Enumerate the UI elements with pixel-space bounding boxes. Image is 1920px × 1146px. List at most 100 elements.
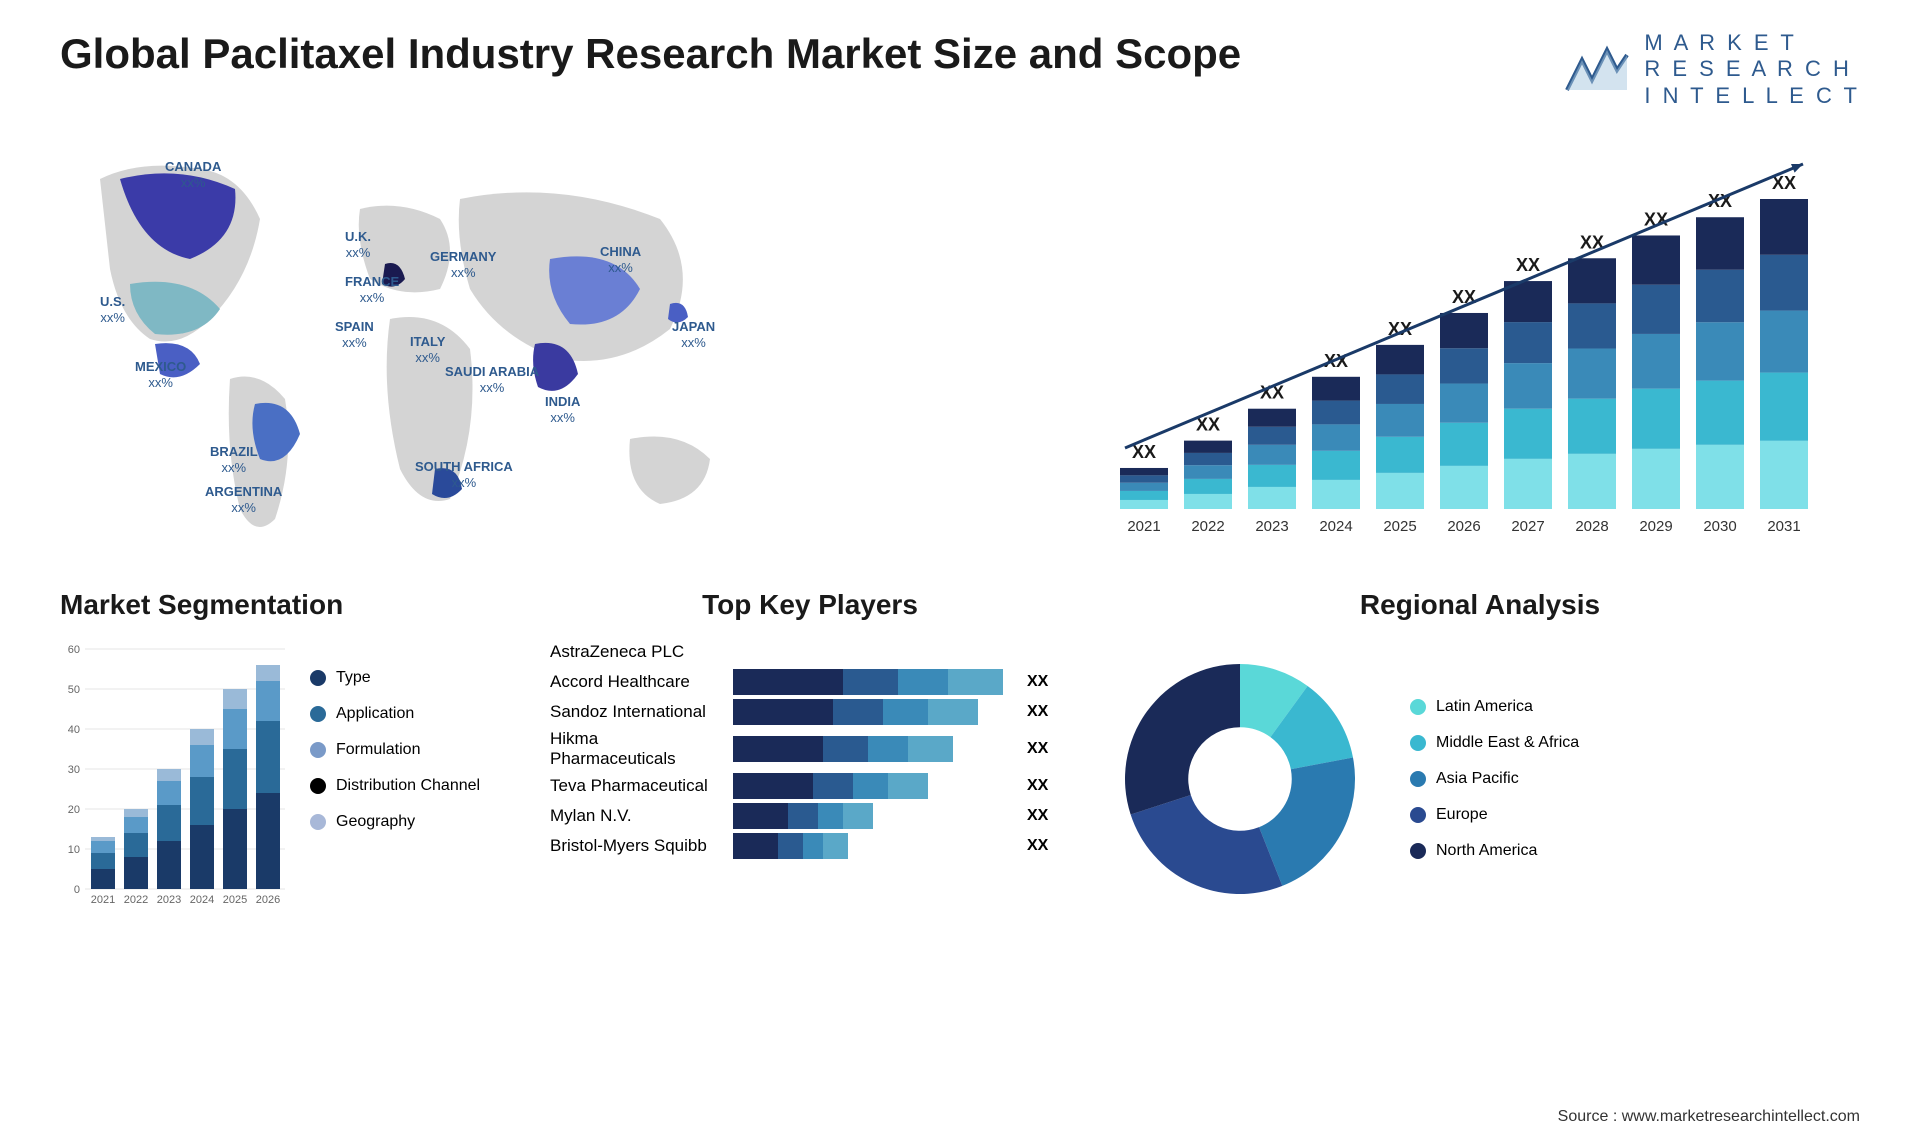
growth-bar-seg (1568, 454, 1616, 509)
growth-bar-seg (1632, 334, 1680, 389)
growth-bar-seg (1376, 437, 1424, 473)
map-label-argentina: ARGENTINAxx% (205, 484, 282, 515)
legend-label: Latin America (1436, 698, 1533, 716)
map-label-canada: CANADAxx% (165, 159, 221, 190)
growth-bar-seg (1568, 349, 1616, 399)
growth-bar-seg (1184, 453, 1232, 465)
growth-bar-seg (1440, 313, 1488, 348)
growth-bar-seg (1504, 409, 1552, 459)
growth-bar-seg (1376, 375, 1424, 405)
growth-bar-seg (1568, 258, 1616, 303)
regional-legend-item: Asia Pacific (1410, 770, 1579, 788)
player-name: AstraZeneca PLC (550, 642, 725, 662)
growth-year-label: 2028 (1575, 518, 1608, 535)
player-bar-seg (803, 833, 823, 859)
seg-year-label: 2024 (190, 894, 214, 906)
growth-bar-seg (1376, 473, 1424, 509)
legend-label: Geography (336, 813, 415, 831)
seg-bar-seg (157, 781, 181, 805)
growth-year-label: 2021 (1127, 518, 1160, 535)
seg-ytick: 0 (74, 884, 80, 896)
legend-dot-icon (1410, 807, 1426, 823)
growth-bar-seg (1568, 304, 1616, 349)
map-label-france: FRANCExx% (345, 274, 399, 305)
seg-bar-seg (157, 769, 181, 781)
segmentation-title: Market Segmentation (60, 589, 520, 621)
seg-ytick: 20 (68, 804, 80, 816)
regional-legend-item: North America (1410, 842, 1579, 860)
legend-label: Asia Pacific (1436, 770, 1519, 788)
growth-bar-seg (1184, 479, 1232, 494)
growth-bar-seg (1120, 500, 1168, 509)
seg-legend-item: Geography (310, 813, 480, 831)
player-bar (733, 699, 1013, 725)
player-bar-seg (818, 803, 843, 829)
growth-bar-seg (1696, 381, 1744, 445)
seg-ytick: 40 (68, 724, 80, 736)
player-row: Teva PharmaceuticalXX (550, 773, 1070, 799)
growth-year-label: 2025 (1383, 518, 1416, 535)
player-row: Sandoz InternationalXX (550, 699, 1070, 725)
map-label-us: U.S.xx% (100, 294, 125, 325)
map-label-germany: GERMANYxx% (430, 249, 496, 280)
map-label-mexico: MEXICOxx% (135, 359, 186, 390)
player-bar-seg (883, 699, 928, 725)
player-bar-seg (853, 773, 888, 799)
seg-bar-seg (223, 749, 247, 809)
growth-bar-seg (1376, 345, 1424, 375)
legend-dot-icon (1410, 735, 1426, 751)
growth-bar-seg (1440, 423, 1488, 466)
growth-svg: XX2021XX2022XX2023XX2024XX2025XX2026XX20… (1100, 139, 1860, 559)
logo-icon (1562, 40, 1632, 100)
player-bar-seg (823, 833, 848, 859)
seg-bar-seg (91, 869, 115, 889)
legend-label: North America (1436, 842, 1537, 860)
seg-year-label: 2025 (223, 894, 247, 906)
growth-bar-seg (1248, 409, 1296, 427)
growth-bar-seg (1760, 373, 1808, 441)
seg-bar-seg (256, 681, 280, 721)
player-row: Hikma PharmaceuticalsXX (550, 729, 1070, 769)
seg-bar-seg (124, 817, 148, 833)
growth-year-label: 2022 (1191, 518, 1224, 535)
seg-bar-seg (91, 837, 115, 841)
player-bar-seg (733, 803, 788, 829)
player-bar-seg (868, 736, 908, 762)
player-value: XX (1027, 703, 1048, 721)
logo-line2: R E S E A R C H (1644, 56, 1860, 82)
player-name: Mylan N.V. (550, 806, 725, 826)
growth-bar-label: XX (1516, 255, 1540, 275)
seg-bar-seg (223, 809, 247, 889)
seg-bar-seg (91, 841, 115, 853)
seg-ytick: 30 (68, 764, 80, 776)
regional-legend: Latin America Middle East & Africa Asia Pa… (1410, 698, 1579, 860)
player-row: AstraZeneca PLC (550, 639, 1070, 665)
player-bar-seg (733, 669, 843, 695)
player-name: Bristol-Myers Squibb (550, 836, 725, 856)
growth-bar-seg (1312, 401, 1360, 425)
seg-ytick: 50 (68, 684, 80, 696)
seg-year-label: 2021 (91, 894, 115, 906)
player-bar (733, 773, 1013, 799)
segmentation-panel: Market Segmentation 01020304050602021202… (60, 589, 520, 919)
player-value: XX (1027, 673, 1048, 691)
seg-bar-seg (157, 841, 181, 889)
growth-bar-seg (1184, 465, 1232, 479)
player-bar-seg (948, 669, 1003, 695)
players-list: AstraZeneca PLCAccord HealthcareXXSandoz… (550, 639, 1070, 859)
player-value: XX (1027, 740, 1048, 758)
player-row: Bristol-Myers SquibbXX (550, 833, 1070, 859)
world-map: CANADAxx%U.S.xx%MEXICOxx%BRAZILxx%ARGENT… (60, 139, 1060, 559)
player-bar-seg (843, 803, 873, 829)
seg-bar-seg (256, 665, 280, 681)
player-bar-seg (733, 736, 823, 762)
seg-bar-seg (124, 833, 148, 857)
legend-label: Distribution Channel (336, 777, 480, 795)
legend-label: Middle East & Africa (1436, 734, 1579, 752)
legend-dot-icon (310, 814, 326, 830)
seg-year-label: 2023 (157, 894, 181, 906)
seg-legend-item: Formulation (310, 741, 480, 759)
growth-bar-seg (1184, 494, 1232, 509)
growth-bar-seg (1504, 459, 1552, 509)
growth-bar-seg (1120, 491, 1168, 500)
